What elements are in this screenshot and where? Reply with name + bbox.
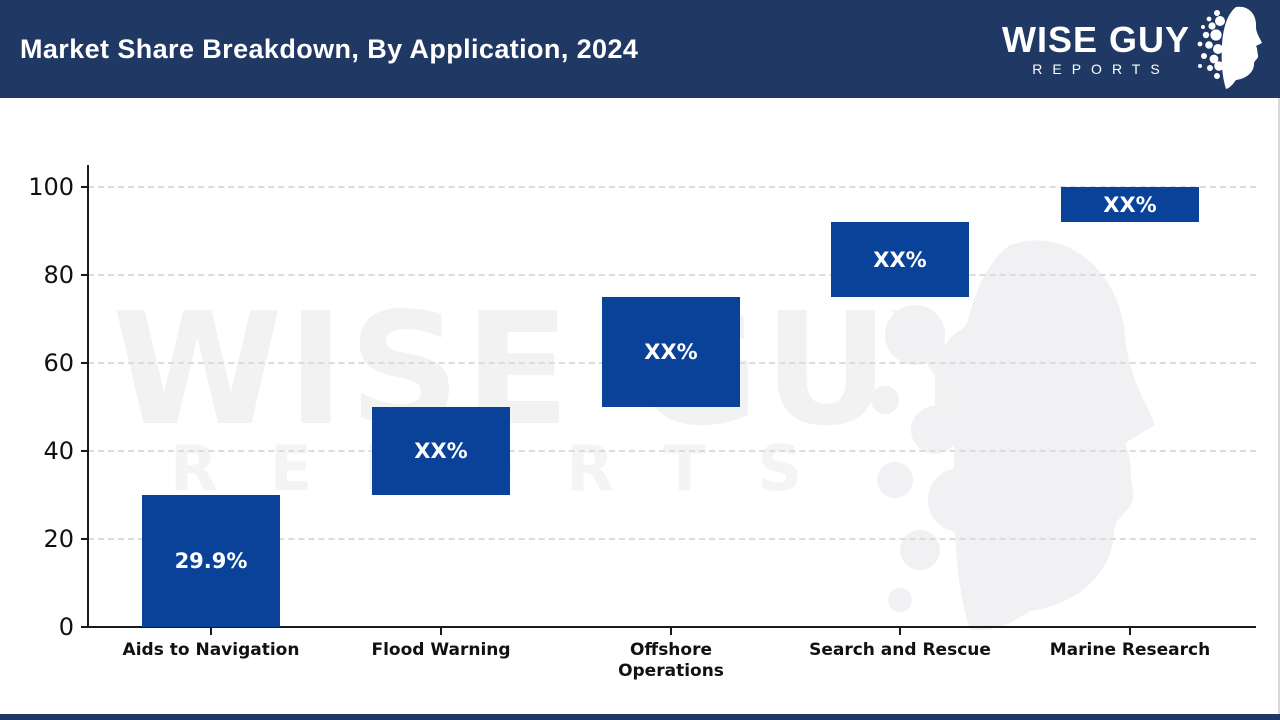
y-axis-line (87, 165, 89, 628)
brand-name: WISE GUY (1001, 19, 1190, 60)
bar-value-label: XX% (873, 247, 927, 272)
x-tick (899, 628, 901, 635)
x-tick (670, 628, 672, 635)
footer-bar (0, 714, 1280, 720)
y-tick (81, 538, 88, 540)
x-axis-line (87, 626, 1256, 628)
brand-face-icon (1192, 4, 1266, 94)
y-tick (81, 450, 88, 452)
grid-line (88, 186, 1256, 188)
bar (372, 407, 510, 496)
y-tick (81, 186, 88, 188)
watermark-text-primary: WISE GUY (112, 279, 1010, 460)
x-category-label: Aids to Navigation (122, 640, 300, 660)
x-category-label: Marine Research (1049, 640, 1211, 660)
header-bar: Market Share Breakdown, By Application, … (0, 0, 1280, 98)
y-tick (81, 362, 88, 364)
x-category-label: Offshore Operations (618, 640, 724, 681)
y-tick-label: 80 (43, 261, 74, 289)
brand-logo-text: WISE GUY REPORTS (1001, 19, 1190, 77)
bar-value-label: XX% (1103, 192, 1157, 217)
x-tick (1129, 628, 1131, 635)
brand-logo: WISE GUY REPORTS (1002, 4, 1266, 94)
bar-value-label: 29.9% (174, 549, 248, 574)
x-tick (440, 628, 442, 635)
watermark-text-secondary: REPORTS (170, 432, 855, 505)
page-title: Market Share Breakdown, By Application, … (20, 33, 639, 64)
grid-line (88, 450, 1256, 452)
y-tick-label: 40 (43, 437, 74, 465)
grid-line (88, 274, 1256, 276)
bar (602, 297, 740, 407)
y-tick (81, 274, 88, 276)
y-tick-label: 0 (58, 613, 74, 641)
y-tick-label: 60 (43, 349, 74, 377)
x-tick (210, 628, 212, 635)
grid-line (88, 538, 1256, 540)
brand-subname: REPORTS (1032, 61, 1170, 77)
watermark-face-icon (840, 215, 1170, 639)
bar (142, 495, 280, 627)
bar (831, 222, 969, 297)
y-tick (81, 626, 88, 628)
x-category-label: Search and Rescue (809, 640, 991, 660)
bar-value-label: XX% (644, 340, 698, 364)
x-category-label: Flood Warning (371, 640, 511, 660)
y-tick-label: 100 (28, 173, 74, 201)
y-tick-label: 20 (43, 525, 74, 553)
bar-value-label: XX% (414, 439, 468, 464)
bar (1061, 187, 1199, 223)
